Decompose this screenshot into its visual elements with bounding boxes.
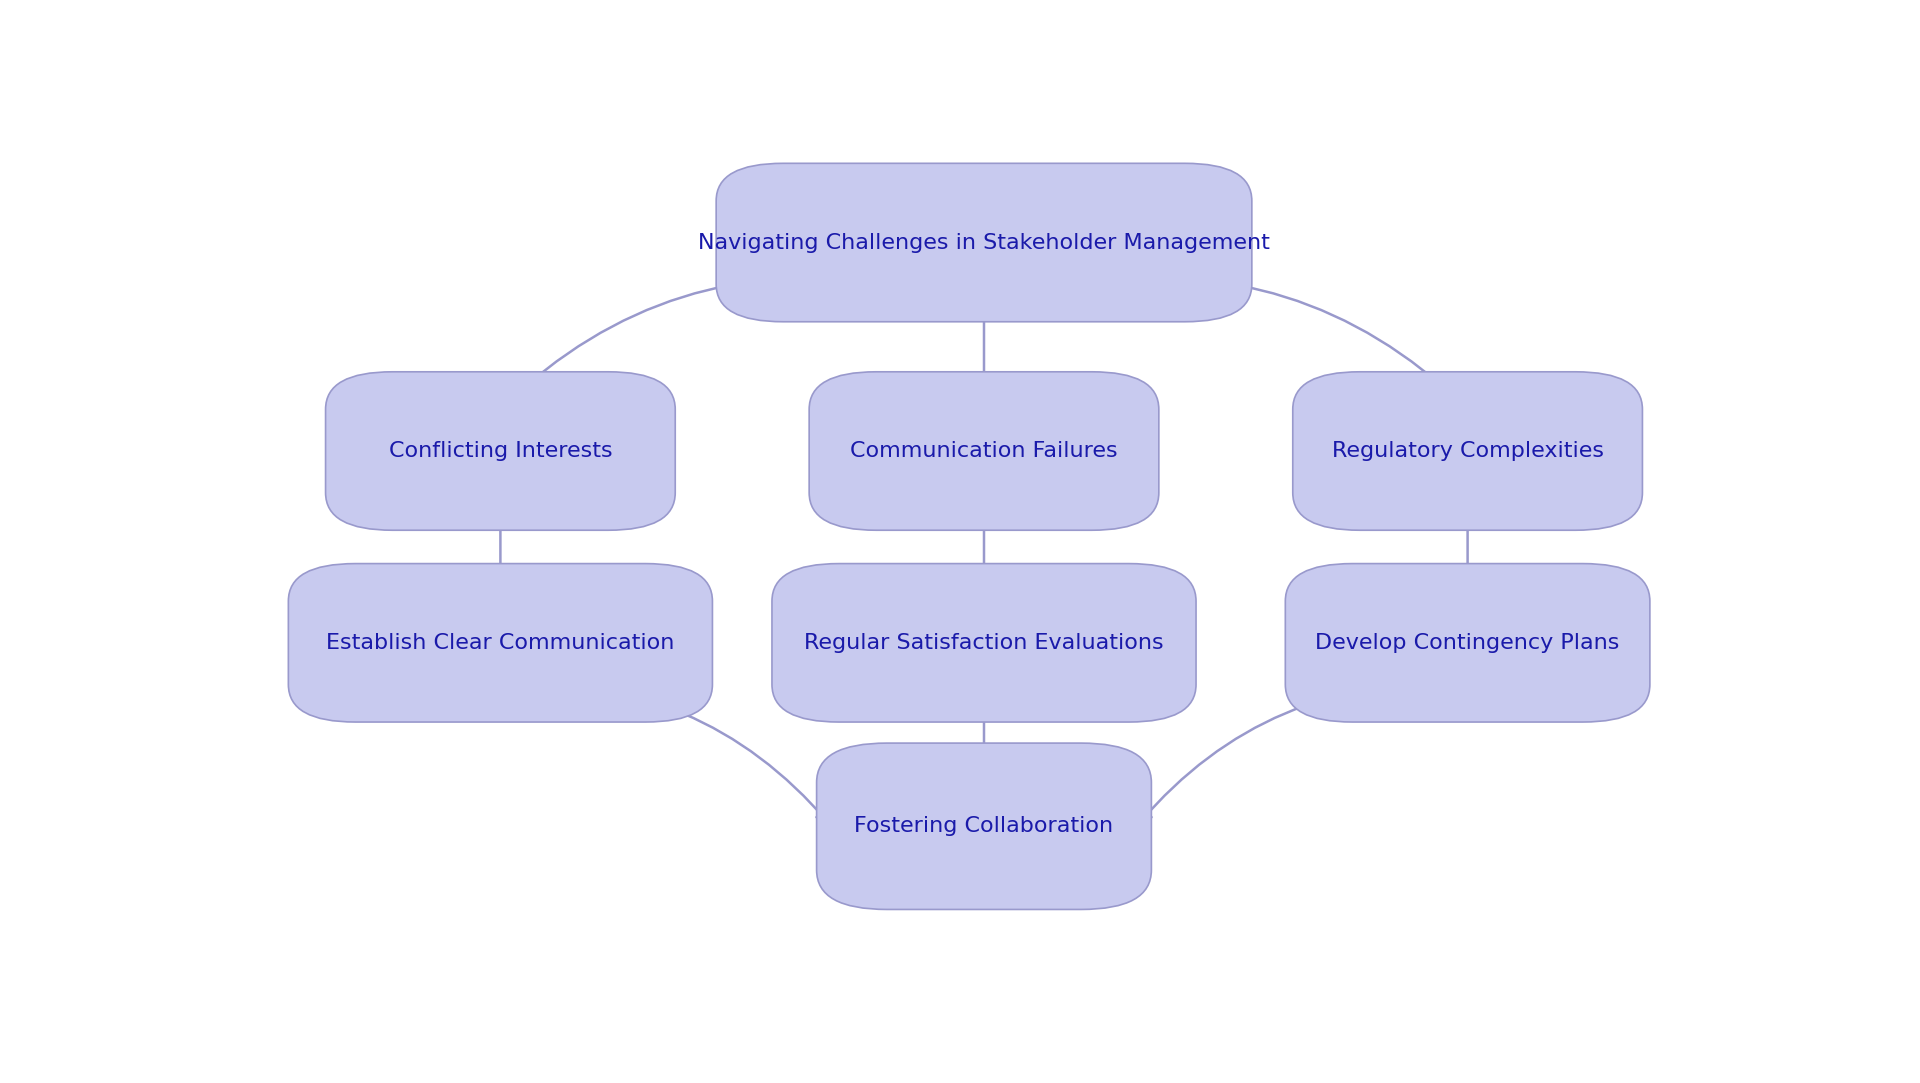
Text: Establish Clear Communication: Establish Clear Communication bbox=[326, 632, 674, 653]
FancyBboxPatch shape bbox=[816, 743, 1152, 910]
FancyBboxPatch shape bbox=[1284, 563, 1649, 722]
Text: Navigating Challenges in Stakeholder Management: Navigating Challenges in Stakeholder Man… bbox=[699, 233, 1269, 252]
FancyBboxPatch shape bbox=[326, 371, 676, 531]
FancyBboxPatch shape bbox=[288, 563, 712, 722]
FancyBboxPatch shape bbox=[808, 371, 1160, 531]
FancyBboxPatch shape bbox=[1292, 371, 1642, 531]
FancyBboxPatch shape bbox=[772, 563, 1196, 722]
FancyBboxPatch shape bbox=[716, 164, 1252, 322]
Text: Regulatory Complexities: Regulatory Complexities bbox=[1332, 441, 1603, 461]
Text: Fostering Collaboration: Fostering Collaboration bbox=[854, 817, 1114, 836]
Text: Conflicting Interests: Conflicting Interests bbox=[388, 441, 612, 461]
Text: Communication Failures: Communication Failures bbox=[851, 441, 1117, 461]
Text: Regular Satisfaction Evaluations: Regular Satisfaction Evaluations bbox=[804, 632, 1164, 653]
Text: Develop Contingency Plans: Develop Contingency Plans bbox=[1315, 632, 1620, 653]
